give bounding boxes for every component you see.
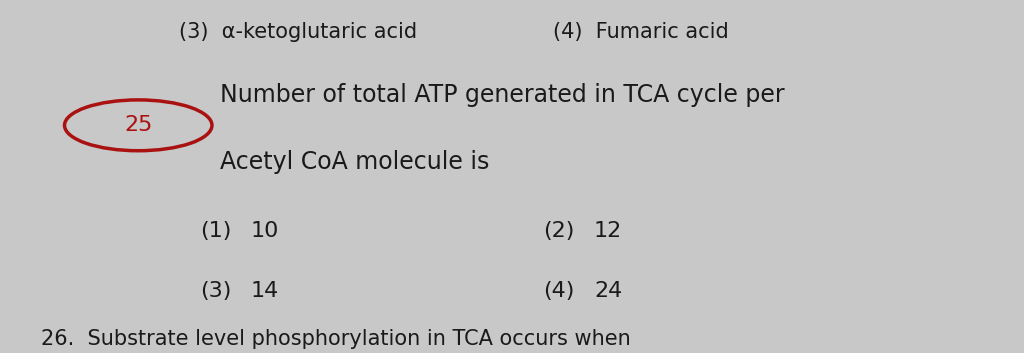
Text: Number of total ATP generated in TCA cycle per: Number of total ATP generated in TCA cyc…	[220, 83, 784, 107]
Text: 10: 10	[251, 221, 280, 241]
Text: (3): (3)	[200, 281, 231, 301]
Text: Acetyl CoA molecule is: Acetyl CoA molecule is	[220, 150, 489, 174]
Text: (1): (1)	[200, 221, 231, 241]
Text: (4): (4)	[543, 281, 574, 301]
Text: 12: 12	[594, 221, 623, 241]
Text: (3)  α-ketoglutaric acid: (3) α-ketoglutaric acid	[179, 22, 418, 42]
Text: 25: 25	[124, 115, 153, 135]
Text: (4)  Fumaric acid: (4) Fumaric acid	[553, 22, 729, 42]
Text: (2): (2)	[543, 221, 574, 241]
Text: 26.  Substrate level phosphorylation in TCA occurs when: 26. Substrate level phosphorylation in T…	[41, 329, 631, 349]
Text: 24: 24	[594, 281, 623, 301]
Text: 14: 14	[251, 281, 280, 301]
